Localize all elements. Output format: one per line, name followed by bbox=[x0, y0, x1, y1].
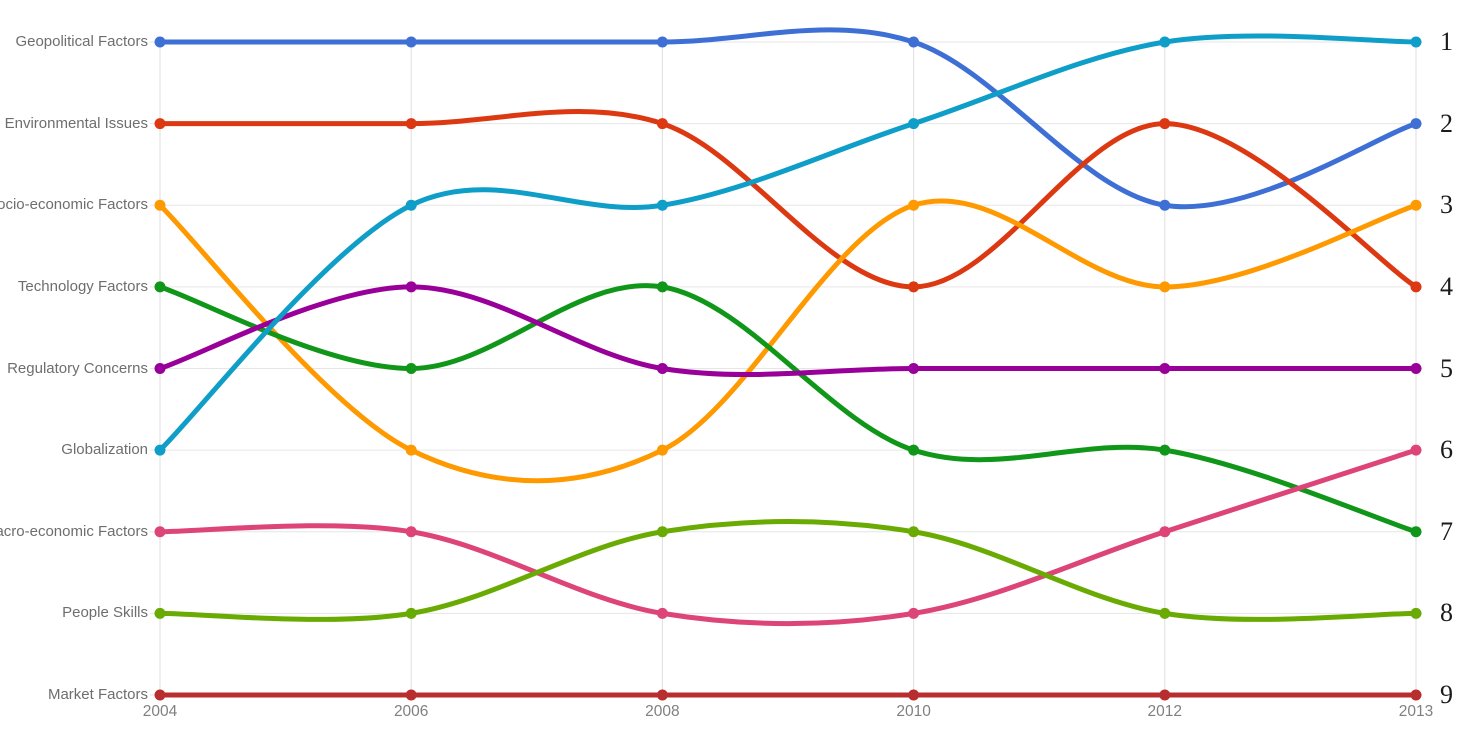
rank-label-6: 6 bbox=[1440, 435, 1453, 465]
data-point-people-skills-2010[interactable] bbox=[908, 526, 920, 538]
series-label-socio-economic-factors: Socio-economic Factors bbox=[0, 196, 148, 214]
data-point-market-factors-2012[interactable] bbox=[1159, 689, 1171, 701]
rank-label-3: 3 bbox=[1440, 190, 1453, 220]
data-point-environmental-issues-2004[interactable] bbox=[154, 118, 166, 130]
series-points bbox=[154, 36, 1422, 701]
data-point-geopolitical-factors-2004[interactable] bbox=[154, 36, 166, 48]
data-point-market-factors-2010[interactable] bbox=[908, 689, 920, 701]
x-axis-label-2008: 2008 bbox=[645, 703, 680, 720]
data-point-globalization-2006[interactable] bbox=[405, 199, 417, 211]
data-point-technology-factors-2010[interactable] bbox=[908, 444, 920, 456]
series-line-socio-economic-factors[interactable] bbox=[157, 198, 1419, 484]
data-point-macro-economic-factors-2004[interactable] bbox=[154, 526, 166, 538]
rank-label-1: 1 bbox=[1440, 27, 1453, 56]
series-label-regulatory-concerns: Regulatory Concerns bbox=[7, 359, 148, 377]
data-point-geopolitical-factors-2012[interactable] bbox=[1159, 199, 1171, 211]
series-line-globalization[interactable] bbox=[157, 33, 1419, 453]
data-point-market-factors-2004[interactable] bbox=[154, 689, 166, 701]
data-point-socio-economic-factors-2006[interactable] bbox=[405, 444, 417, 456]
data-point-macro-economic-factors-2013[interactable] bbox=[1410, 444, 1422, 456]
data-point-geopolitical-factors-2013[interactable] bbox=[1410, 118, 1422, 130]
series-line-macro-economic-factors[interactable] bbox=[157, 447, 1419, 627]
data-point-macro-economic-factors-2012[interactable] bbox=[1159, 526, 1171, 538]
rank-label-9: 9 bbox=[1440, 680, 1453, 709]
data-point-globalization-2008[interactable] bbox=[656, 199, 668, 211]
series-label-globalization: Globalization bbox=[61, 441, 148, 459]
data-point-technology-factors-2013[interactable] bbox=[1410, 526, 1422, 538]
rank-label-4: 4 bbox=[1440, 271, 1453, 301]
data-point-technology-factors-2012[interactable] bbox=[1159, 444, 1171, 456]
data-point-environmental-issues-2008[interactable] bbox=[656, 118, 668, 130]
data-point-technology-factors-2006[interactable] bbox=[405, 363, 417, 374]
data-point-socio-economic-factors-2004[interactable] bbox=[154, 199, 166, 211]
series-label-market-factors: Market Factors bbox=[47, 686, 148, 703]
series-label-technology-factors: Technology Factors bbox=[17, 277, 148, 295]
data-point-globalization-2010[interactable] bbox=[908, 118, 920, 130]
data-point-socio-economic-factors-2012[interactable] bbox=[1159, 281, 1171, 293]
data-point-technology-factors-2004[interactable] bbox=[154, 281, 166, 293]
x-axis-label-2004: 2004 bbox=[142, 703, 178, 720]
x-axis-label-2012: 2012 bbox=[1147, 703, 1183, 720]
data-point-globalization-2004[interactable] bbox=[154, 444, 166, 456]
series-line-technology-factors[interactable] bbox=[157, 283, 1419, 535]
series-lines bbox=[157, 27, 1419, 698]
data-point-market-factors-2008[interactable] bbox=[656, 689, 668, 701]
data-point-people-skills-2004[interactable] bbox=[154, 607, 166, 619]
data-point-socio-economic-factors-2008[interactable] bbox=[656, 444, 668, 456]
data-point-regulatory-concerns-2012[interactable] bbox=[1159, 363, 1171, 374]
data-point-regulatory-concerns-2004[interactable] bbox=[154, 363, 166, 374]
x-axis-label-2010: 2010 bbox=[896, 703, 931, 720]
data-point-geopolitical-factors-2006[interactable] bbox=[405, 36, 417, 48]
series-line-regulatory-concerns[interactable] bbox=[157, 284, 1419, 378]
rank-label-5: 5 bbox=[1440, 353, 1453, 383]
data-point-environmental-issues-2010[interactable] bbox=[908, 281, 920, 293]
rank-label-7: 7 bbox=[1440, 516, 1453, 546]
data-point-regulatory-concerns-2013[interactable] bbox=[1410, 363, 1422, 374]
data-point-socio-economic-factors-2013[interactable] bbox=[1410, 199, 1422, 211]
series-label-geopolitical-factors: Geopolitical Factors bbox=[15, 33, 148, 50]
series-label-people-skills: People Skills bbox=[62, 604, 148, 622]
data-point-globalization-2012[interactable] bbox=[1159, 36, 1171, 48]
data-point-macro-economic-factors-2006[interactable] bbox=[405, 526, 417, 538]
series-label-macro-economic-factors: Macro-economic Factors bbox=[0, 522, 148, 540]
data-point-environmental-issues-2013[interactable] bbox=[1410, 281, 1422, 293]
data-point-environmental-issues-2012[interactable] bbox=[1159, 118, 1171, 130]
data-point-people-skills-2012[interactable] bbox=[1159, 607, 1171, 619]
rank-label-2: 2 bbox=[1440, 108, 1453, 138]
data-point-market-factors-2013[interactable] bbox=[1410, 689, 1422, 701]
data-point-regulatory-concerns-2008[interactable] bbox=[656, 363, 668, 374]
x-axis-label-2013: 2013 bbox=[1398, 703, 1434, 720]
data-point-people-skills-2013[interactable] bbox=[1410, 607, 1422, 619]
data-point-macro-economic-factors-2008[interactable] bbox=[656, 607, 668, 619]
series-line-people-skills[interactable] bbox=[157, 519, 1419, 622]
data-point-market-factors-2006[interactable] bbox=[405, 689, 417, 701]
data-point-geopolitical-factors-2010[interactable] bbox=[908, 36, 920, 48]
series-line-geopolitical-factors[interactable] bbox=[157, 27, 1419, 210]
series-line-environmental-issues[interactable] bbox=[157, 109, 1419, 290]
rank-label-8: 8 bbox=[1440, 598, 1453, 628]
data-point-environmental-issues-2006[interactable] bbox=[405, 118, 417, 130]
data-point-people-skills-2006[interactable] bbox=[405, 607, 417, 619]
series-label-environmental-issues: Environmental Issues bbox=[4, 114, 148, 132]
data-point-regulatory-concerns-2010[interactable] bbox=[908, 363, 920, 374]
data-point-globalization-2013[interactable] bbox=[1410, 36, 1422, 48]
data-point-people-skills-2008[interactable] bbox=[656, 526, 668, 538]
data-point-regulatory-concerns-2006[interactable] bbox=[405, 281, 417, 293]
data-point-macro-economic-factors-2010[interactable] bbox=[908, 607, 920, 619]
data-point-technology-factors-2008[interactable] bbox=[656, 281, 668, 293]
data-point-geopolitical-factors-2008[interactable] bbox=[656, 36, 668, 48]
data-point-socio-economic-factors-2010[interactable] bbox=[908, 199, 920, 211]
x-axis-label-2006: 2006 bbox=[393, 703, 429, 720]
